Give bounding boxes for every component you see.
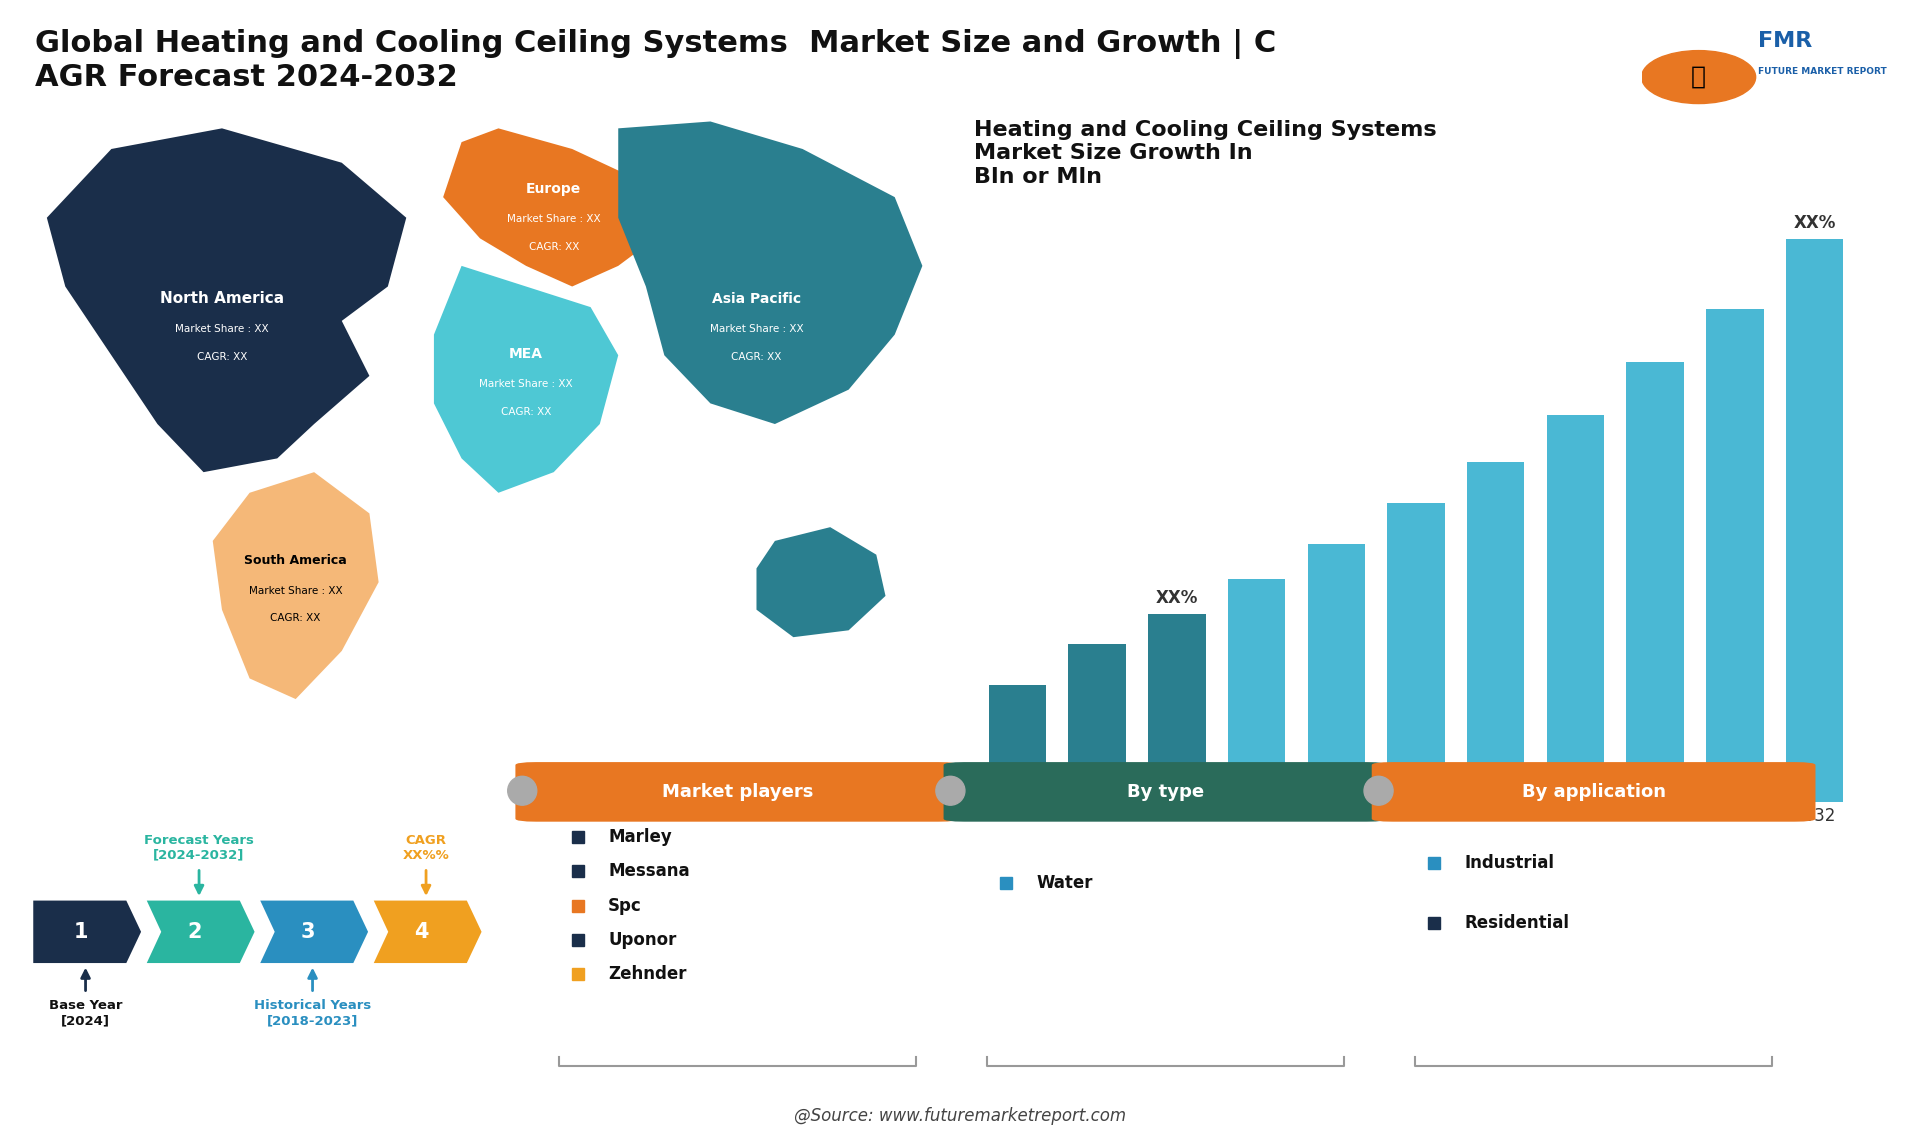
- Text: XX%: XX%: [1156, 589, 1198, 607]
- Circle shape: [935, 776, 966, 806]
- Bar: [1388, 503, 1444, 802]
- Bar: [1467, 462, 1524, 802]
- Text: 2: 2: [186, 921, 202, 942]
- Text: CAGR: XX: CAGR: XX: [501, 407, 551, 417]
- Text: Historical Years
[2018-2023]: Historical Years [2018-2023]: [253, 999, 371, 1028]
- Polygon shape: [618, 121, 922, 424]
- FancyBboxPatch shape: [515, 762, 960, 822]
- Text: 1: 1: [73, 921, 88, 942]
- Text: Residential: Residential: [1465, 913, 1569, 932]
- Text: Industrial: Industrial: [1465, 854, 1555, 872]
- Text: CAGR: XX: CAGR: XX: [732, 352, 781, 362]
- Text: CAGR
XX%%: CAGR XX%%: [403, 833, 449, 862]
- Circle shape: [1363, 776, 1394, 806]
- Text: Europe: Europe: [526, 182, 582, 196]
- Text: Market Share : XX: Market Share : XX: [250, 586, 342, 596]
- Bar: [1707, 309, 1764, 802]
- Text: 4: 4: [415, 921, 428, 942]
- Polygon shape: [434, 266, 618, 493]
- Text: Water: Water: [1037, 873, 1092, 892]
- Text: CAGR: XX: CAGR: XX: [196, 352, 248, 362]
- Bar: [1548, 415, 1603, 802]
- Text: Market Share : XX: Market Share : XX: [507, 214, 601, 225]
- Text: Base Year
[2024]: Base Year [2024]: [48, 999, 123, 1028]
- Text: Electric: Electric: [1037, 794, 1106, 813]
- FancyBboxPatch shape: [1371, 762, 1816, 822]
- Text: MEA: MEA: [509, 347, 543, 361]
- Bar: [1229, 579, 1284, 802]
- Text: South America: South America: [244, 554, 348, 567]
- Polygon shape: [374, 901, 482, 963]
- Text: 🔭: 🔭: [1692, 65, 1707, 89]
- Text: 3: 3: [301, 921, 315, 942]
- Polygon shape: [261, 901, 369, 963]
- Bar: [1148, 614, 1206, 802]
- Polygon shape: [444, 128, 664, 286]
- Circle shape: [507, 776, 538, 806]
- Text: Market Share : XX: Market Share : XX: [175, 324, 269, 335]
- Text: Spc: Spc: [609, 896, 641, 915]
- Text: FUTURE MARKET REPORT: FUTURE MARKET REPORT: [1759, 66, 1887, 76]
- Text: XX%: XX%: [1793, 213, 1836, 231]
- Polygon shape: [213, 472, 378, 699]
- Text: Global Heating and Cooling Ceiling Systems  Market Size and Growth | C
AGR Forec: Global Heating and Cooling Ceiling Syste…: [35, 29, 1275, 92]
- Polygon shape: [46, 128, 407, 472]
- Text: Marley: Marley: [609, 829, 672, 847]
- Bar: [1308, 544, 1365, 802]
- FancyBboxPatch shape: [943, 762, 1388, 822]
- Text: Frenger: Frenger: [609, 794, 682, 813]
- Text: Commercial: Commercial: [1465, 794, 1574, 813]
- Text: FMR: FMR: [1759, 31, 1812, 50]
- Text: CAGR: XX: CAGR: XX: [271, 613, 321, 623]
- Circle shape: [1642, 50, 1755, 103]
- Text: Heating and Cooling Ceiling Systems
Market Size Growth In
Bln or Mln: Heating and Cooling Ceiling Systems Mark…: [973, 120, 1436, 187]
- Polygon shape: [756, 527, 885, 637]
- Text: By type: By type: [1127, 783, 1204, 801]
- Text: Uponor: Uponor: [609, 931, 676, 949]
- Text: Market players: Market players: [662, 783, 812, 801]
- Text: @Source: www.futuremarketreport.com: @Source: www.futuremarketreport.com: [795, 1107, 1125, 1125]
- Text: Zehnder: Zehnder: [609, 965, 687, 982]
- Bar: [1068, 644, 1125, 802]
- Text: By application: By application: [1521, 783, 1665, 801]
- Polygon shape: [146, 901, 255, 963]
- Text: Asia Pacific: Asia Pacific: [712, 292, 801, 306]
- Text: Messana: Messana: [609, 863, 689, 880]
- Text: Market Share : XX: Market Share : XX: [480, 379, 572, 390]
- Bar: [1786, 238, 1843, 802]
- Text: Market Share : XX: Market Share : XX: [710, 324, 803, 335]
- Bar: [1626, 362, 1684, 802]
- Text: North America: North America: [159, 291, 284, 306]
- Bar: [989, 685, 1046, 802]
- Text: Forecast Years
[2024-2032]: Forecast Years [2024-2032]: [144, 833, 253, 862]
- Polygon shape: [33, 901, 140, 963]
- Text: CAGR: XX: CAGR: XX: [528, 242, 580, 252]
